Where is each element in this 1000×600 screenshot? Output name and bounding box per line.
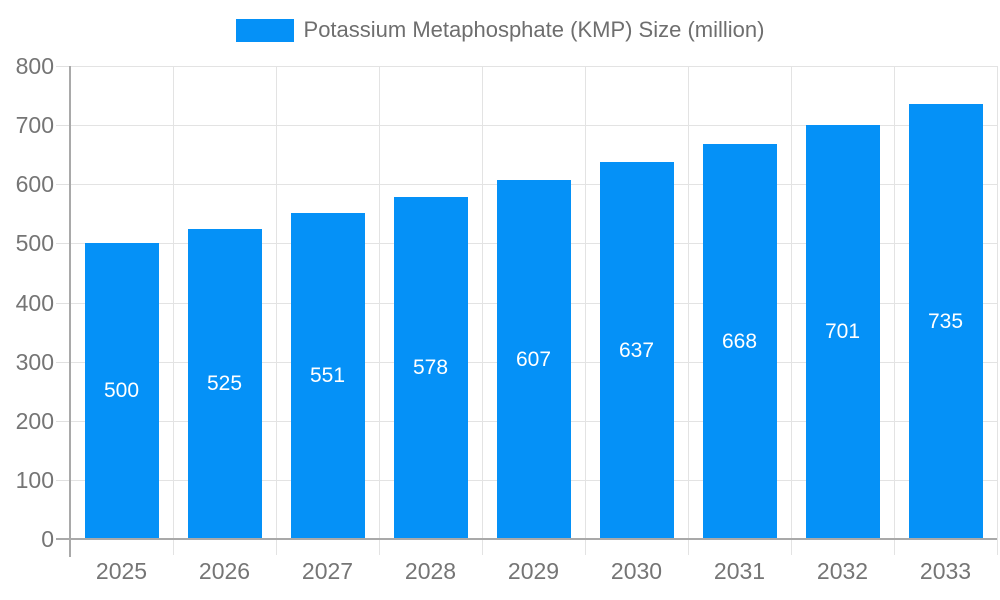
y-axis-line (69, 66, 71, 557)
bar-value-label: 551 (309, 364, 346, 388)
bar-value-label: 578 (412, 356, 449, 380)
y-tick-label: 200 (15, 407, 54, 434)
bar-value-label: 607 (515, 347, 552, 371)
y-tick (56, 479, 70, 481)
bar[interactable] (805, 124, 880, 539)
x-tick-label: 2025 (95, 558, 148, 584)
y-tick-label: 600 (15, 171, 54, 198)
y-tick (56, 243, 70, 245)
bar-value-label: 525 (206, 371, 243, 395)
bar[interactable] (599, 162, 674, 539)
y-tick (56, 125, 70, 127)
bar[interactable] (393, 197, 468, 539)
y-tick-label: 100 (15, 466, 54, 493)
x-tick-label: 2028 (404, 558, 457, 584)
bar[interactable] (702, 144, 777, 539)
y-tick (56, 302, 70, 304)
x-gridline (173, 66, 174, 555)
x-gridline (379, 66, 380, 555)
x-tick-label: 2027 (301, 558, 354, 584)
legend-swatch[interactable] (235, 18, 294, 42)
bar[interactable] (187, 228, 262, 539)
y-tick (56, 361, 70, 363)
x-tick-label: 2032 (816, 558, 869, 584)
y-tick (56, 184, 70, 186)
y-tick-label: 700 (15, 112, 54, 139)
x-tick-label: 2030 (610, 558, 663, 584)
bar-value-label: 500 (103, 379, 140, 403)
x-gridline (585, 66, 586, 555)
bar[interactable] (290, 213, 365, 539)
x-tick-label: 2029 (507, 558, 560, 584)
x-gridline (894, 66, 895, 555)
bar[interactable] (908, 104, 983, 539)
x-gridline (688, 66, 689, 555)
bar-value-label: 637 (618, 338, 655, 362)
y-gridline (70, 125, 997, 127)
x-gridline (482, 66, 483, 555)
bar[interactable] (84, 243, 159, 539)
y-tick-label: 0 (41, 526, 54, 552)
x-tick-label: 2033 (919, 558, 972, 584)
bar-value-label: 668 (721, 329, 758, 353)
y-gridline (70, 66, 997, 67)
x-tick-label: 2031 (713, 558, 766, 584)
y-tick (56, 66, 70, 67)
x-tick-label: 2026 (198, 558, 251, 584)
x-gridline (791, 66, 792, 555)
y-tick (56, 420, 70, 422)
x-gridline (276, 66, 277, 555)
y-tick-label: 500 (15, 230, 54, 257)
y-tick-label: 400 (15, 289, 54, 316)
bar-value-label: 735 (927, 309, 964, 333)
legend-label: Potassium Metaphosphate (KMP) Size (mill… (303, 17, 765, 42)
bar-value-label: 701 (824, 319, 861, 343)
y-tick-label: 300 (15, 348, 54, 375)
bar[interactable] (496, 180, 571, 539)
y-tick-label: 800 (15, 53, 54, 79)
legend[interactable]: Potassium Metaphosphate (KMP) Size (mill… (0, 17, 1000, 43)
x-axis-line (56, 538, 997, 540)
x-gridline (997, 66, 998, 555)
